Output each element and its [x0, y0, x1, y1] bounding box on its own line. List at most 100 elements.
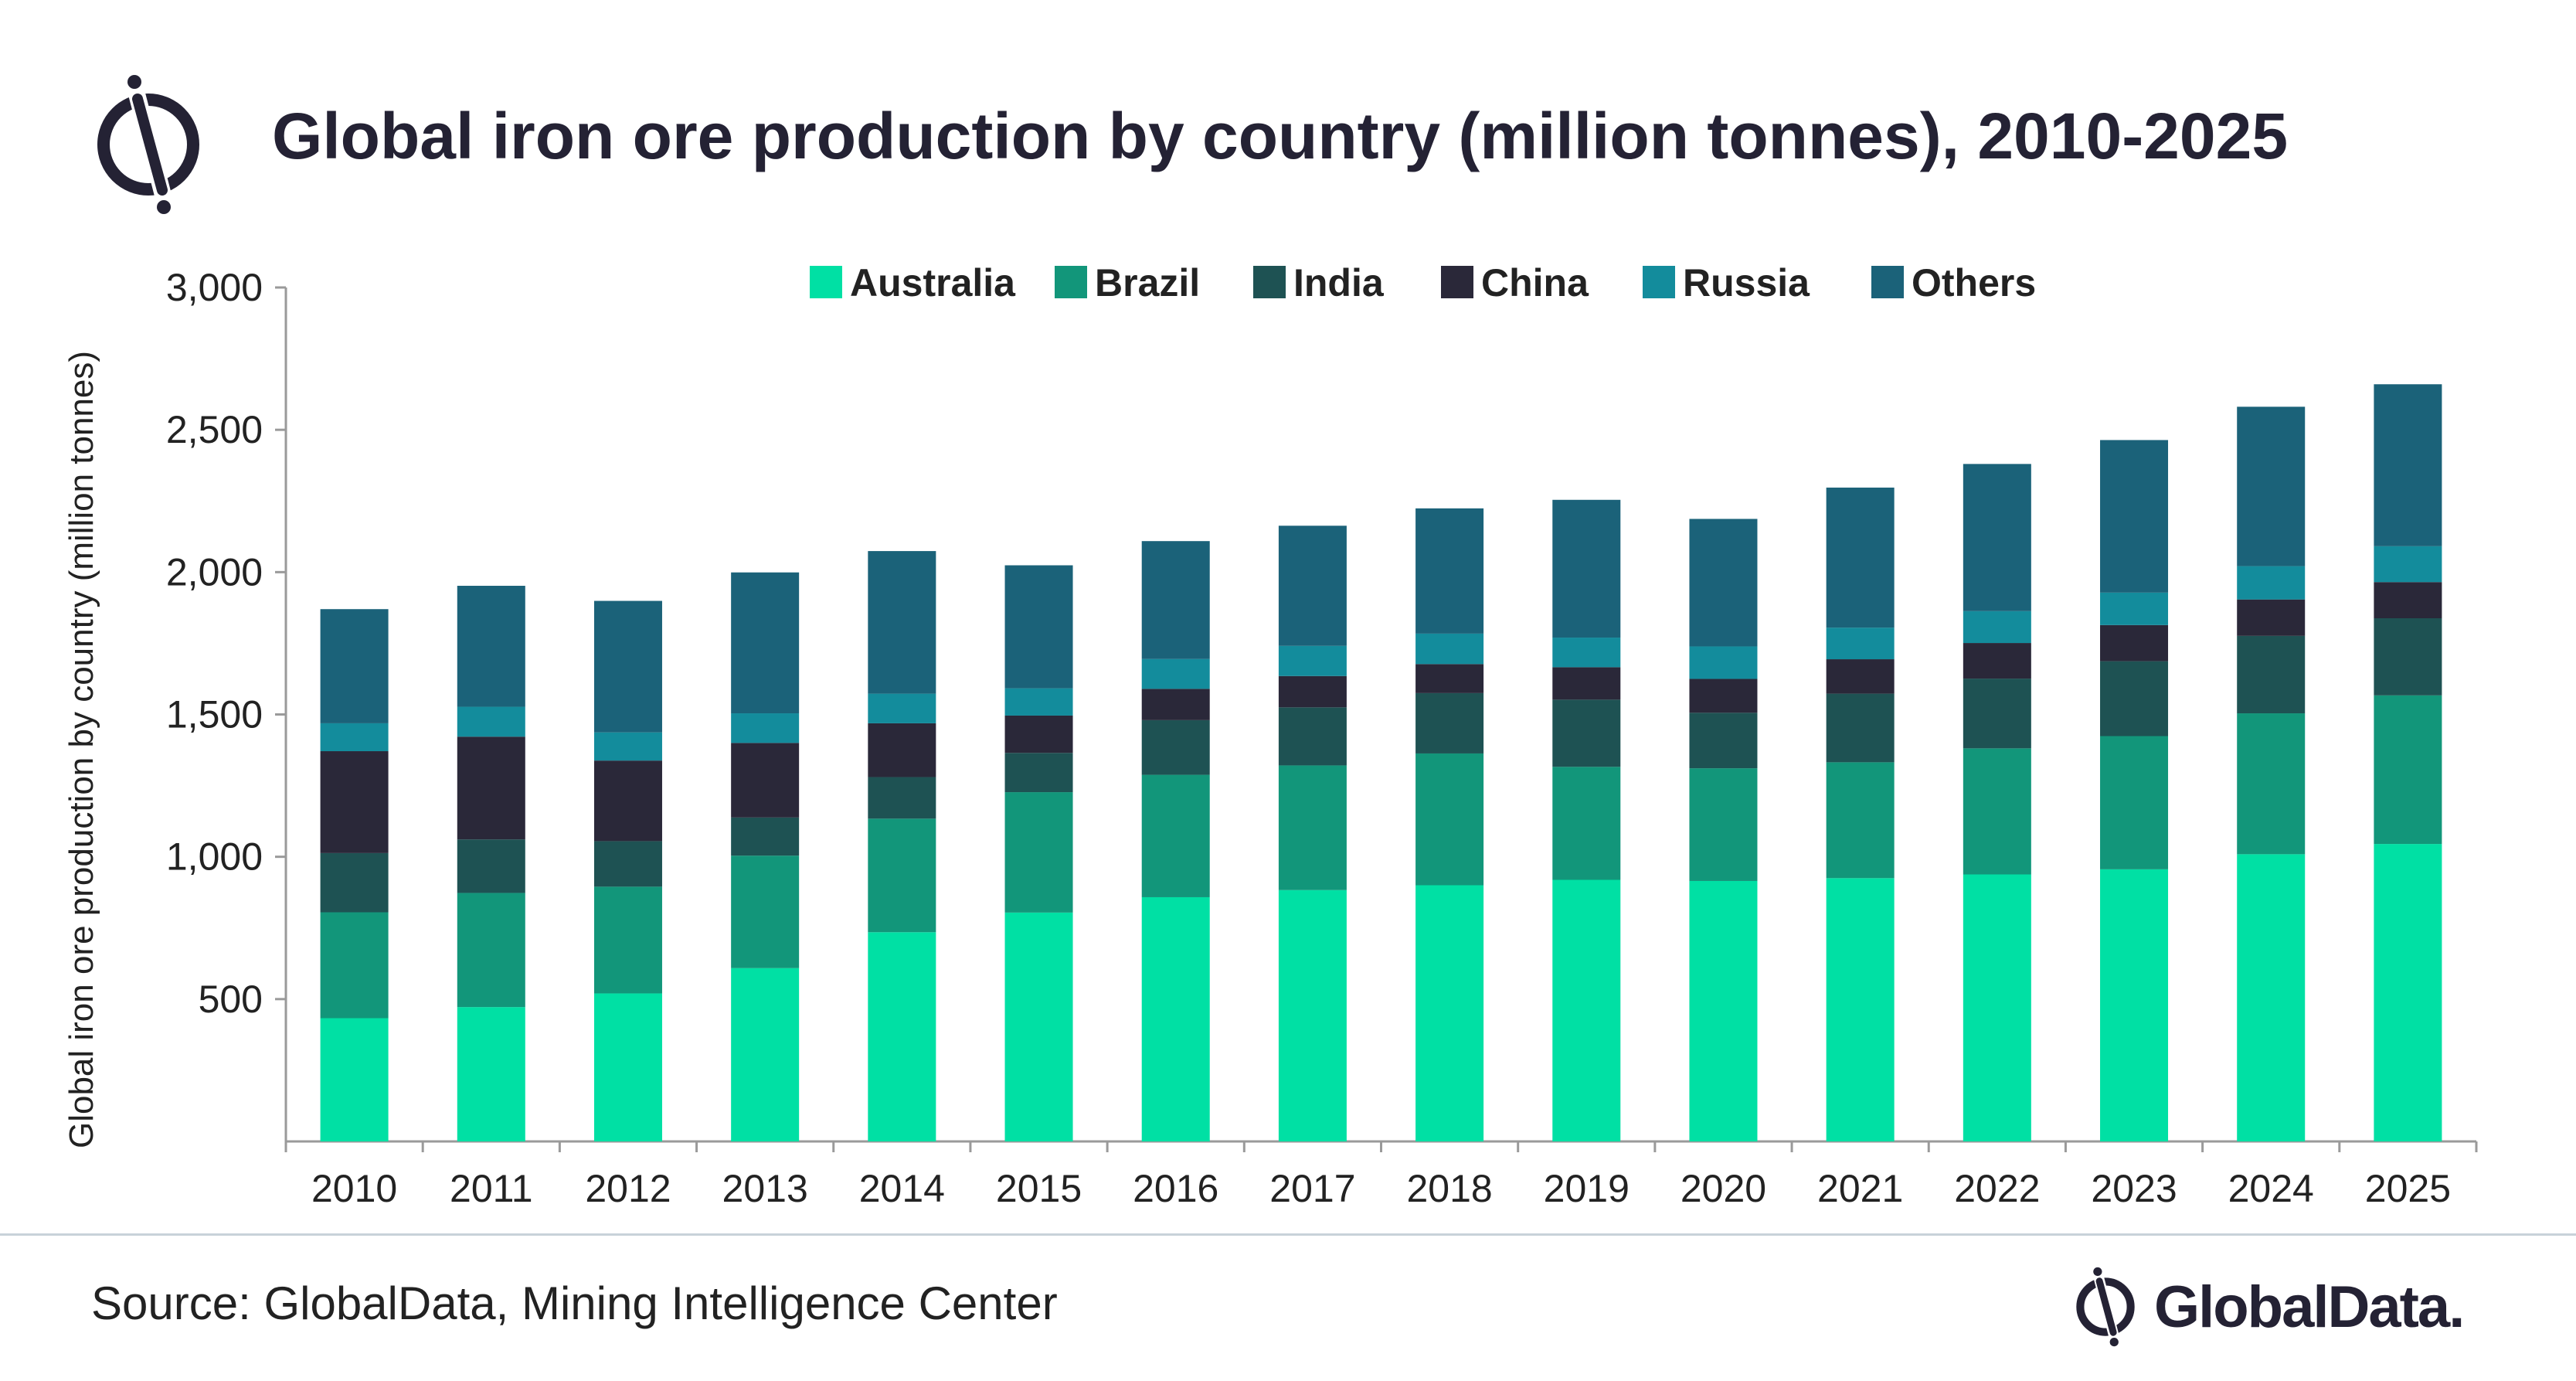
legend-swatch-others	[1871, 266, 1904, 298]
bar-segment-china	[1004, 715, 1073, 753]
bar-stack	[2100, 440, 2169, 1141]
x-tick-label: 2022	[1954, 1167, 2040, 1210]
legend-label-russia: Russia	[1683, 261, 1810, 304]
bar-segment-australia	[731, 968, 800, 1141]
bar-segment-india	[320, 852, 389, 913]
bar-segment-india	[731, 817, 800, 856]
bar-segment-china	[1963, 643, 2031, 679]
bar-segment-brazil	[1552, 767, 1621, 880]
bar-segment-others	[1004, 565, 1073, 689]
bar-segment-china	[1552, 667, 1621, 700]
bar-stack	[593, 600, 662, 1141]
x-tick-label: 2016	[1133, 1167, 1218, 1210]
y-tick-label: 1,500	[166, 693, 263, 736]
y-axis-title: Global iron ore production by country (m…	[63, 351, 100, 1148]
bar-segment-australia	[1826, 878, 1895, 1141]
bar-segment-brazil	[868, 818, 936, 933]
bar-segment-china	[1689, 679, 1758, 713]
x-tick-label: 2013	[722, 1167, 808, 1210]
bar-stack	[1826, 487, 1895, 1141]
bar-segment-china	[1415, 664, 1484, 693]
bar-stack	[1689, 519, 1758, 1141]
legend: Australia Brazil India China Russia Others	[810, 261, 2036, 304]
y-axis: 500 1,000 1,500 2,000 2,500 3,000	[166, 266, 287, 1141]
bar-segment-brazil	[1689, 768, 1758, 881]
y-tick-label: 3,000	[166, 266, 263, 309]
bar-segment-india	[457, 839, 525, 893]
source-text: Source: GlobalData, Mining Intelligence …	[91, 1277, 1058, 1329]
bar-segment-china	[868, 723, 936, 777]
bar-segment-brazil	[1826, 762, 1895, 879]
x-tick-label: 2021	[1817, 1167, 1903, 1210]
bar-segment-india	[1278, 707, 1347, 766]
bar-segment-india	[1141, 719, 1210, 775]
bar-segment-australia	[1415, 885, 1484, 1141]
bar-stack	[1415, 508, 1484, 1141]
bar-segment-brazil	[457, 893, 525, 1008]
x-tick-label: 2014	[859, 1167, 945, 1210]
bar-segment-brazil	[593, 886, 662, 994]
bar-segment-others	[1141, 541, 1210, 659]
brand-name: GlobalData.	[2154, 1274, 2465, 1340]
bar-segment-brazil	[1278, 765, 1347, 890]
bar-segment-russia	[1278, 645, 1347, 676]
bar-segment-brazil	[1415, 753, 1484, 886]
bar-segment-india	[2100, 661, 2169, 736]
bar-segment-others	[1278, 526, 1347, 646]
x-tick-label: 2025	[2365, 1167, 2451, 1210]
bar-stack	[2237, 406, 2306, 1141]
bar-segment-others	[1963, 464, 2031, 611]
bar-segment-australia	[2374, 844, 2442, 1141]
bar-segment-india	[2237, 635, 2306, 714]
globaldata-brand-icon	[2076, 1267, 2135, 1347]
bar-segment-australia	[2237, 854, 2306, 1141]
bar-stack	[320, 609, 389, 1141]
bar-segment-india	[1415, 692, 1484, 753]
bar-segment-russia	[1552, 638, 1621, 668]
bar-segment-australia	[320, 1018, 389, 1141]
bar-segment-russia	[2374, 546, 2442, 583]
bar-segment-india	[2374, 618, 2442, 696]
bar-segment-india	[1552, 699, 1621, 767]
bar-segment-australia	[1689, 880, 1758, 1141]
page-title: Global iron ore production by country (m…	[272, 100, 2289, 172]
bar-segment-brazil	[2237, 713, 2306, 855]
x-tick-label: 2010	[311, 1167, 397, 1210]
bar-segment-china	[731, 743, 800, 818]
bar-segment-brazil	[1004, 792, 1073, 913]
x-tick-label: 2018	[1406, 1167, 1492, 1210]
bar-segment-china	[593, 760, 662, 842]
bar-segment-australia	[1552, 879, 1621, 1141]
x-tick-label: 2024	[2228, 1167, 2314, 1210]
bar-segment-india	[593, 841, 662, 887]
bar-segment-brazil	[2374, 695, 2442, 845]
x-tick-label: 2015	[996, 1167, 1082, 1210]
bar-segment-russia	[1415, 633, 1484, 665]
legend-swatch-australia	[810, 266, 842, 298]
x-tick-label: 2011	[450, 1167, 533, 1210]
bar-segment-india	[1004, 753, 1073, 793]
x-tick-label: 2012	[585, 1167, 671, 1210]
x-tick-label: 2019	[1544, 1167, 1630, 1210]
bar-segment-russia	[1004, 688, 1073, 716]
bar-segment-others	[2100, 440, 2169, 593]
legend-label-china: China	[1481, 261, 1589, 304]
bar-stack	[1004, 565, 1073, 1141]
bar-segment-russia	[457, 706, 525, 737]
legend-label-others: Others	[1912, 261, 2036, 304]
bar-segment-china	[2374, 582, 2442, 619]
bar-segment-brazil	[320, 912, 389, 1019]
bar-stack	[1141, 541, 1210, 1141]
bar-segment-others	[593, 600, 662, 733]
bar-segment-russia	[1963, 611, 2031, 644]
bar-segment-russia	[320, 723, 389, 752]
bar-segment-russia	[2100, 592, 2169, 625]
footer-divider	[0, 1233, 2576, 1236]
bar-stack	[731, 572, 800, 1141]
bar-segment-others	[2237, 406, 2306, 566]
bar-segment-russia	[2237, 566, 2306, 600]
bar-segment-australia	[1278, 889, 1347, 1141]
bar-stack	[1552, 499, 1621, 1141]
y-tick-label: 2,500	[166, 408, 263, 451]
